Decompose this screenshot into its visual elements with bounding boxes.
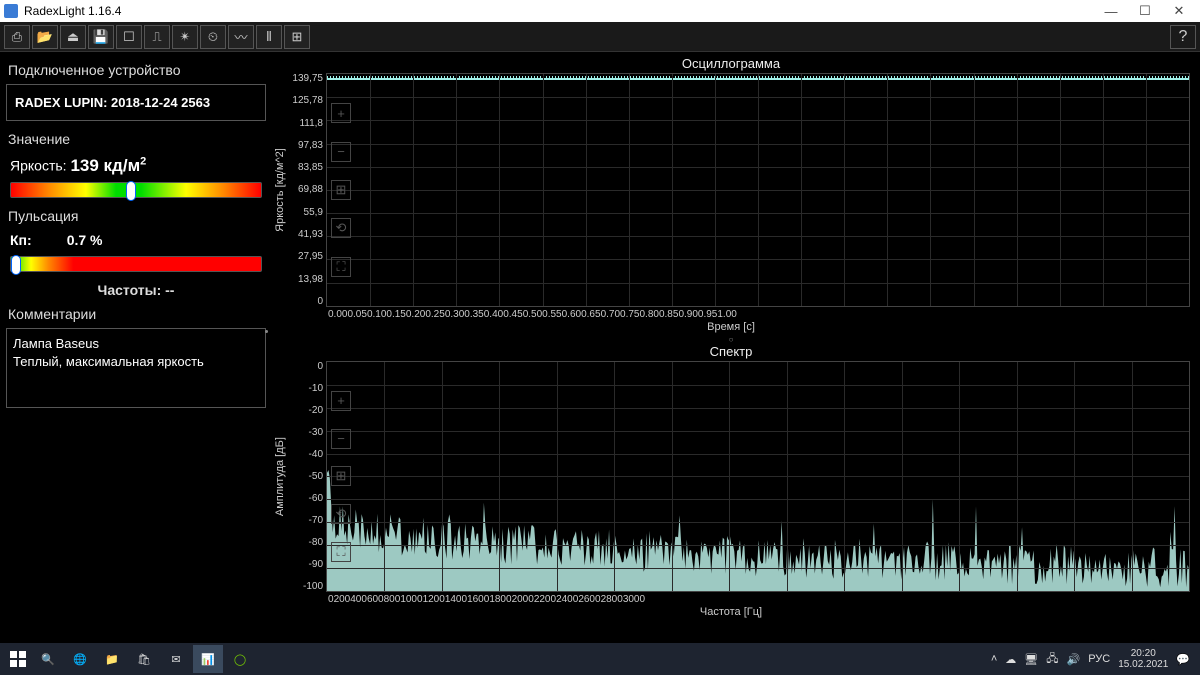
window-title: RadexLight 1.16.4 — [24, 4, 121, 18]
spec-title: Спектр — [272, 344, 1190, 359]
toolbar-button-3[interactable]: 💾 — [88, 25, 114, 49]
kp-value: 0.7 % — [67, 232, 103, 248]
window-titlebar: RadexLight 1.16.4 — ☐ ✕ — [0, 0, 1200, 22]
tray-monitor-icon[interactable]: 🖥 — [1024, 653, 1038, 666]
utorrent-icon[interactable]: ◯ — [225, 645, 255, 673]
system-tray: ˄ ☁ 🖥 🖧 🔊 РУС 20:20 15.02.2021 💬 — [991, 648, 1196, 670]
device-name: RADEX LUPIN: 2018-12-24 2563 — [6, 84, 266, 121]
comment-line: Лампа Baseus — [13, 335, 259, 353]
radexlight-task-icon[interactable]: 📊 — [193, 645, 223, 673]
osc-x-label: Время [с] — [272, 321, 1190, 333]
store-icon[interactable]: 🛍 — [129, 645, 159, 673]
toolbar-button-8[interactable]: 〰 — [228, 25, 254, 49]
pulse-section-title: Пульсация — [8, 208, 266, 224]
start-button[interactable] — [4, 645, 32, 673]
kp-label: Кп: — [10, 232, 32, 248]
toolbar-button-4[interactable]: ☐ — [116, 25, 142, 49]
minimize-button[interactable]: — — [1094, 4, 1128, 19]
taskbar-clock[interactable]: 20:20 15.02.2021 — [1118, 648, 1168, 670]
spec-x-label: Частота [Гц] — [272, 606, 1190, 618]
frequency-label: Частоты: -- — [6, 282, 266, 298]
tray-language[interactable]: РУС — [1088, 653, 1110, 665]
resize-dot[interactable] — [265, 330, 268, 333]
osc-y-label: Яркость [кд/м^2] — [272, 73, 288, 307]
mail-icon[interactable]: ✉ — [161, 645, 191, 673]
brightness-marker[interactable] — [126, 181, 136, 201]
app-icon — [4, 4, 18, 18]
sidebar: Подключенное устройство RADEX LUPIN: 201… — [0, 52, 272, 622]
tray-cloud-icon[interactable]: ☁ — [1005, 653, 1016, 666]
toolbar-button-10[interactable]: ⊞ — [284, 25, 310, 49]
maximize-button[interactable]: ☐ — [1128, 3, 1162, 19]
brightness-value: 139 кд/м2 — [70, 156, 146, 175]
spec-y-label: Амплитуда [дБ] — [272, 361, 288, 592]
tray-network-icon[interactable]: 🖧 — [1046, 650, 1058, 669]
toolbar-button-7[interactable]: ⏲ — [200, 25, 226, 49]
search-icon[interactable]: 🔍 — [33, 645, 63, 673]
toolbar: ⎙📂⏏💾☐⎍✴⏲〰⫴⊞ ? — [0, 22, 1200, 52]
comments-section-title: Комментарии — [8, 306, 266, 322]
spec-plot[interactable]: + − ⊞ ⟲ ⛶ — [326, 361, 1190, 592]
edge-icon[interactable]: 🌐 — [65, 645, 95, 673]
osc-x-ticks: 0.000.050.100.150.200.250.300.350.400.45… — [328, 309, 737, 320]
toolbar-button-5[interactable]: ⎍ — [144, 25, 170, 49]
osc-y-ticks: 139,75125,78111,897,8383,8569,8855,941,9… — [288, 73, 326, 307]
divider-dot: ○ — [272, 335, 1190, 344]
help-button[interactable]: ? — [1170, 25, 1196, 49]
pulse-marker[interactable] — [11, 255, 21, 275]
pulse-bar — [10, 256, 262, 272]
brightness-row: Яркость: 139 кд/м2 — [10, 155, 262, 176]
toolbar-button-0[interactable]: ⎙ — [4, 25, 30, 49]
value-section-title: Значение — [8, 131, 266, 147]
comment-line: Теплый, максимальная яркость — [13, 353, 259, 371]
toolbar-button-6[interactable]: ✴ — [172, 25, 198, 49]
osc-title: Осциллограмма — [272, 56, 1190, 71]
toolbar-button-2[interactable]: ⏏ — [60, 25, 86, 49]
tray-chevron-icon[interactable]: ˄ — [991, 653, 997, 665]
osc-plot[interactable]: + − ⊞ ⟲ ⛶ — [326, 73, 1190, 307]
tray-volume-icon[interactable]: 🔊 — [1067, 653, 1081, 666]
toolbar-button-9[interactable]: ⫴ — [256, 25, 282, 49]
spec-x-ticks: 0200400600800100012001400160018002000220… — [328, 594, 645, 605]
brightness-label: Яркость: — [10, 158, 67, 174]
device-section-title: Подключенное устройство — [8, 62, 266, 78]
brightness-bar — [10, 182, 262, 198]
kp-row: Кп: 0.7 % — [10, 232, 262, 248]
notifications-icon[interactable]: 💬 — [1176, 653, 1190, 666]
comments-box[interactable]: Лампа Baseus Теплый, максимальная яркост… — [6, 328, 266, 408]
spec-y-ticks: 0-10-20-30-40-50-60-70-80-90-100 — [288, 361, 326, 592]
explorer-icon[interactable]: 📁 — [97, 645, 127, 673]
toolbar-button-1[interactable]: 📂 — [32, 25, 58, 49]
taskbar: 🔍 🌐 📁 🛍 ✉ 📊 ◯ ˄ ☁ 🖥 🖧 🔊 РУС 20:20 15.02.… — [0, 643, 1200, 675]
close-button[interactable]: ✕ — [1162, 3, 1196, 19]
reset-icon[interactable]: ⟲ — [331, 218, 351, 238]
